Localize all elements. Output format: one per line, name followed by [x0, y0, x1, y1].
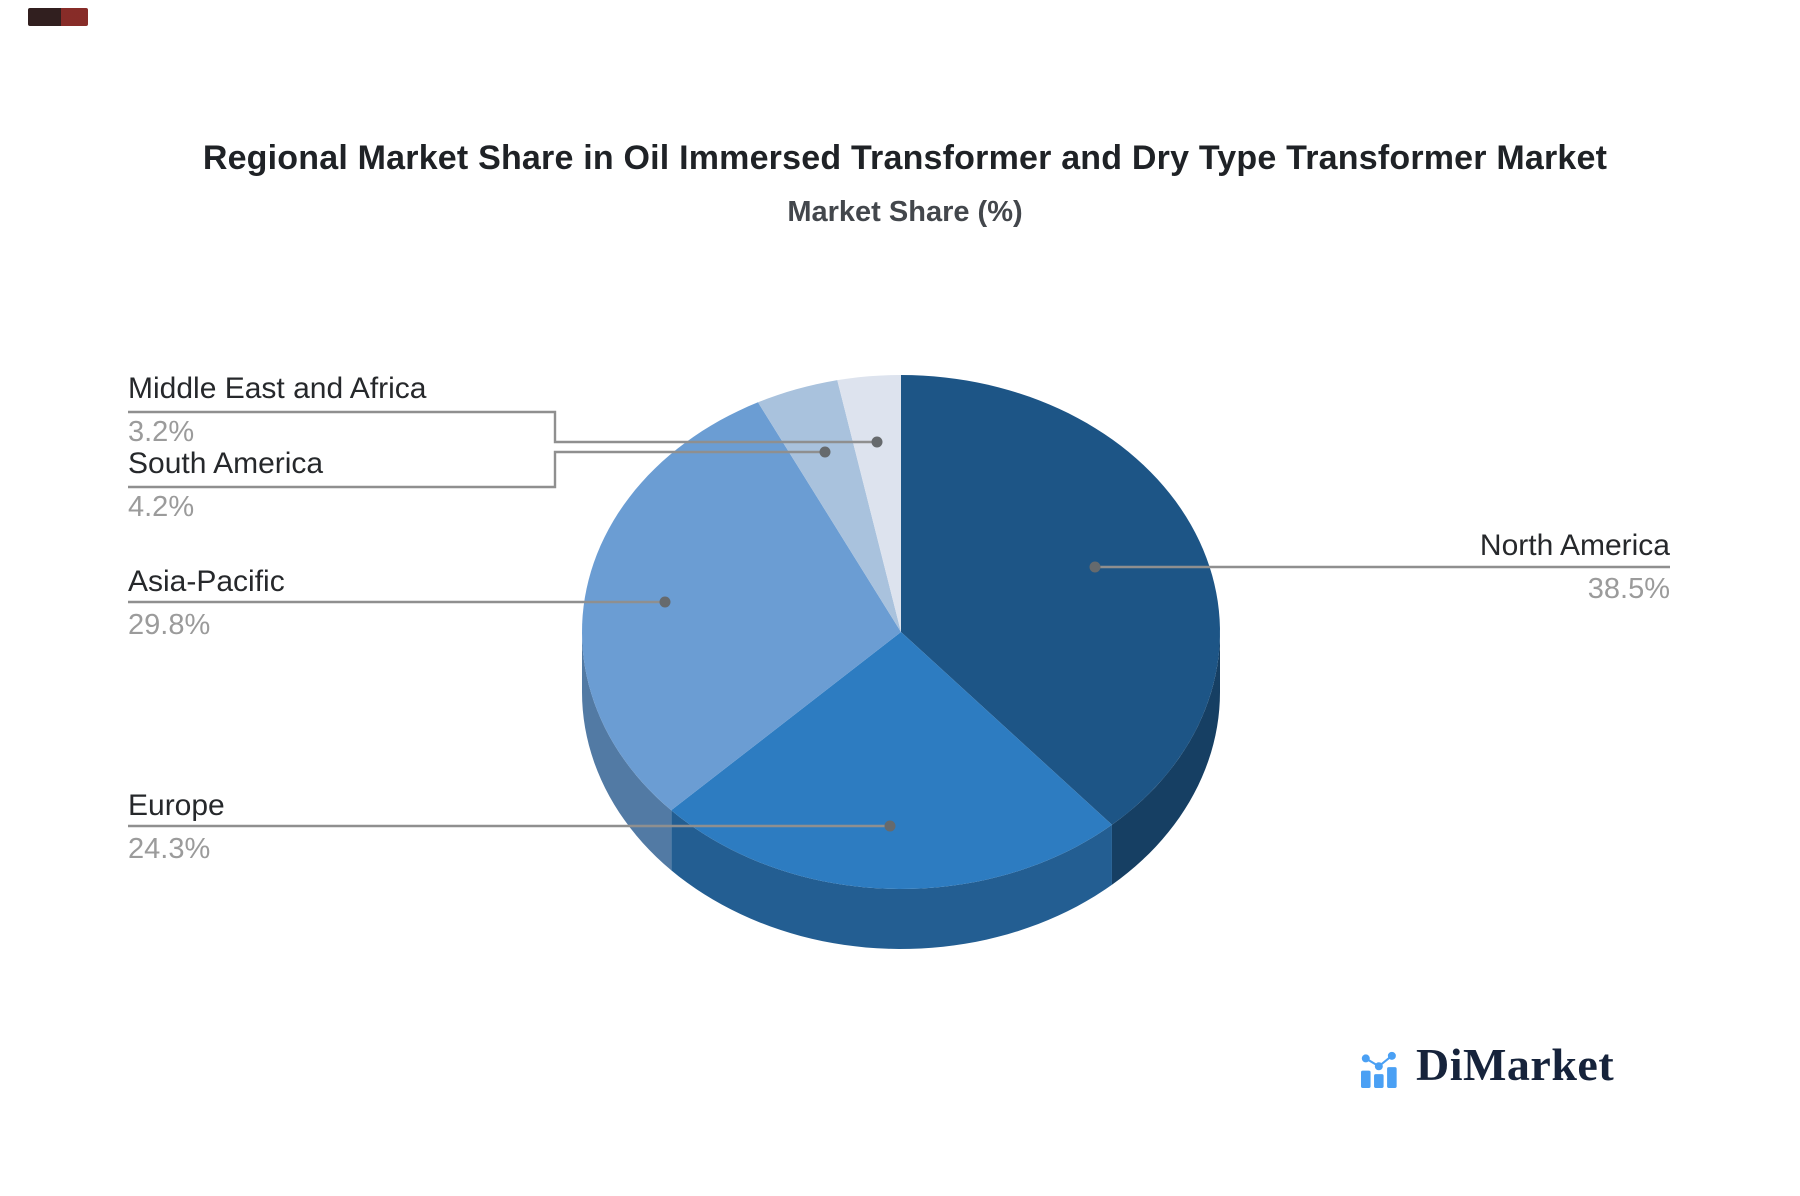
chart-title: Regional Market Share in Oil Immersed Tr… — [202, 139, 1608, 177]
callout-line-south-america — [128, 450, 825, 489]
pie-side-north-america[interactable] — [1111, 632, 1220, 885]
pie-slice-europe[interactable] — [671, 632, 1112, 889]
pie-side-europe[interactable] — [671, 810, 1112, 949]
callout-dot-south-america — [819, 446, 831, 458]
label-value: 4.2% — [128, 491, 195, 523]
value-middle-east-and-africa: 3.2% — [128, 416, 194, 449]
label-north-america: North America — [1480, 529, 1670, 564]
brand-logo[interactable]: DiMarket — [1358, 1042, 1614, 1088]
label-value: 38.5% — [1587, 573, 1670, 605]
label-name: South America — [128, 447, 324, 480]
bar-line-chart-icon — [1361, 1051, 1397, 1088]
label-name: Middle East and Africa — [128, 372, 427, 405]
callout-dot-middle-east-and-africa — [871, 436, 883, 448]
label-middle-east-and-africa: Middle East and Africa — [128, 372, 427, 407]
pie-slice-asia-pacific[interactable] — [582, 402, 901, 811]
value-asia-pacific: 29.8% — [128, 609, 210, 642]
pie-side-asia-pacific[interactable] — [582, 632, 672, 871]
value-north-america: 38.5% — [1588, 573, 1670, 606]
label-europe: Europe — [128, 789, 225, 824]
label-name: Asia-Pacific — [128, 565, 285, 598]
label-name: North America — [1479, 529, 1670, 562]
callout-dot-asia-pacific — [659, 596, 671, 608]
callout-line-middle-east-and-africa — [128, 410, 877, 444]
value-south-america: 4.2% — [128, 491, 194, 524]
label-value: 24.3% — [128, 833, 211, 865]
callout-dot-north-america — [1089, 561, 1101, 573]
value-europe: 24.3% — [128, 833, 210, 866]
callout-dot-europe — [884, 820, 896, 832]
pie-slice-north-america[interactable] — [901, 375, 1220, 825]
brand-logo-text: DiMarket — [1416, 1039, 1615, 1090]
label-value: 29.8% — [128, 609, 211, 641]
label-asia-pacific: Asia-Pacific — [128, 565, 285, 600]
label-south-america: South America — [128, 447, 323, 482]
pie-slice-middle-east-and-africa[interactable] — [837, 375, 901, 632]
label-name: Europe — [128, 789, 225, 822]
screen-corner-artifact — [28, 8, 88, 26]
label-value: 3.2% — [128, 416, 195, 448]
chart-subtitle: Market Share (%) — [787, 196, 1023, 228]
